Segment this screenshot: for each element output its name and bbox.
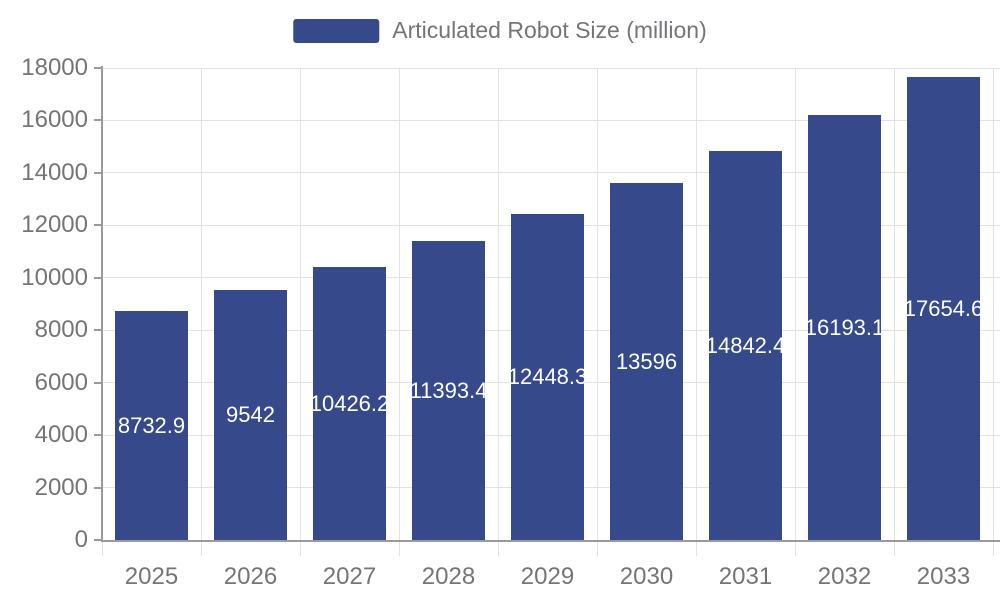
legend-swatch xyxy=(293,18,380,43)
v-gridline xyxy=(794,68,796,556)
x-tick-label: 2028 xyxy=(421,563,476,590)
bar-value-label: 13596 xyxy=(615,349,678,375)
bar[interactable]: 17654.6 xyxy=(904,77,983,541)
x-tick-label: 2032 xyxy=(817,563,872,590)
x-tick-label: 2025 xyxy=(124,563,179,590)
y-tick-label: 10000 xyxy=(21,263,88,291)
x-tick-label: 2027 xyxy=(322,563,377,590)
y-tick-label: 2000 xyxy=(34,473,88,501)
bar[interactable]: 14842.4 xyxy=(706,150,785,541)
x-tick-label: 2026 xyxy=(223,563,278,590)
v-gridline xyxy=(596,68,598,556)
y-tick-label: 6000 xyxy=(34,368,88,396)
bar-value-label: 16193.1 xyxy=(804,315,885,341)
x-tick-label: 2031 xyxy=(718,563,773,590)
y-axis-tick xyxy=(94,276,102,279)
y-axis-tick xyxy=(94,486,102,489)
bar-value-label: 9542 xyxy=(226,402,275,428)
bar[interactable]: 12448.3 xyxy=(508,213,587,541)
y-axis-tick xyxy=(94,539,102,541)
bar-value-label: 14842.4 xyxy=(705,332,786,358)
bar[interactable]: 11393.4 xyxy=(409,241,488,541)
x-axis-line xyxy=(101,540,1000,542)
y-tick-label: 12000 xyxy=(21,211,88,239)
x-tick-label: 2030 xyxy=(619,563,674,590)
bar[interactable]: 8732.9 xyxy=(115,311,188,541)
bar-value-label: 8732.9 xyxy=(117,412,186,438)
v-gridline xyxy=(299,68,301,556)
bar[interactable]: 10426.2 xyxy=(310,266,389,541)
y-axis-tick xyxy=(94,224,102,227)
bar-value-label: 10426.2 xyxy=(309,390,390,416)
bar[interactable]: 13596 xyxy=(610,183,683,541)
y-tick-label: 8000 xyxy=(34,316,88,344)
y-axis-tick xyxy=(94,381,102,384)
bar-value-label: 17654.6 xyxy=(903,296,984,322)
y-axis-tick xyxy=(94,67,102,69)
bar[interactable]: 16193.1 xyxy=(805,115,884,541)
v-gridline xyxy=(497,68,499,556)
v-gridline xyxy=(695,68,697,556)
y-axis-tick xyxy=(94,329,102,332)
y-tick-label: 0 xyxy=(74,526,88,553)
bar-value-label: 11393.4 xyxy=(409,378,488,404)
h-gridline xyxy=(102,119,1000,121)
legend-label: Articulated Robot Size (million) xyxy=(392,17,707,43)
v-gridline xyxy=(992,68,994,556)
h-gridline xyxy=(102,67,1000,69)
bar-value-label: 12448.3 xyxy=(507,364,588,390)
y-tick-label: 14000 xyxy=(21,158,88,186)
y-axis-tick xyxy=(94,434,102,437)
y-tick-label: 16000 xyxy=(21,106,88,134)
x-tick-label: 2033 xyxy=(916,563,971,590)
y-tick-label: 18000 xyxy=(21,54,88,81)
y-axis-tick xyxy=(94,119,102,122)
h-gridline xyxy=(102,172,1000,174)
v-gridline xyxy=(893,68,895,556)
v-gridline xyxy=(398,68,400,556)
y-axis-line xyxy=(101,66,103,542)
y-axis-tick xyxy=(94,171,102,174)
y-tick-label: 4000 xyxy=(34,421,88,449)
x-tick-label: 2029 xyxy=(520,563,575,590)
bar[interactable]: 9542 xyxy=(214,289,287,541)
legend[interactable]: Articulated Robot Size (million) xyxy=(293,17,707,44)
v-gridline xyxy=(200,68,202,556)
